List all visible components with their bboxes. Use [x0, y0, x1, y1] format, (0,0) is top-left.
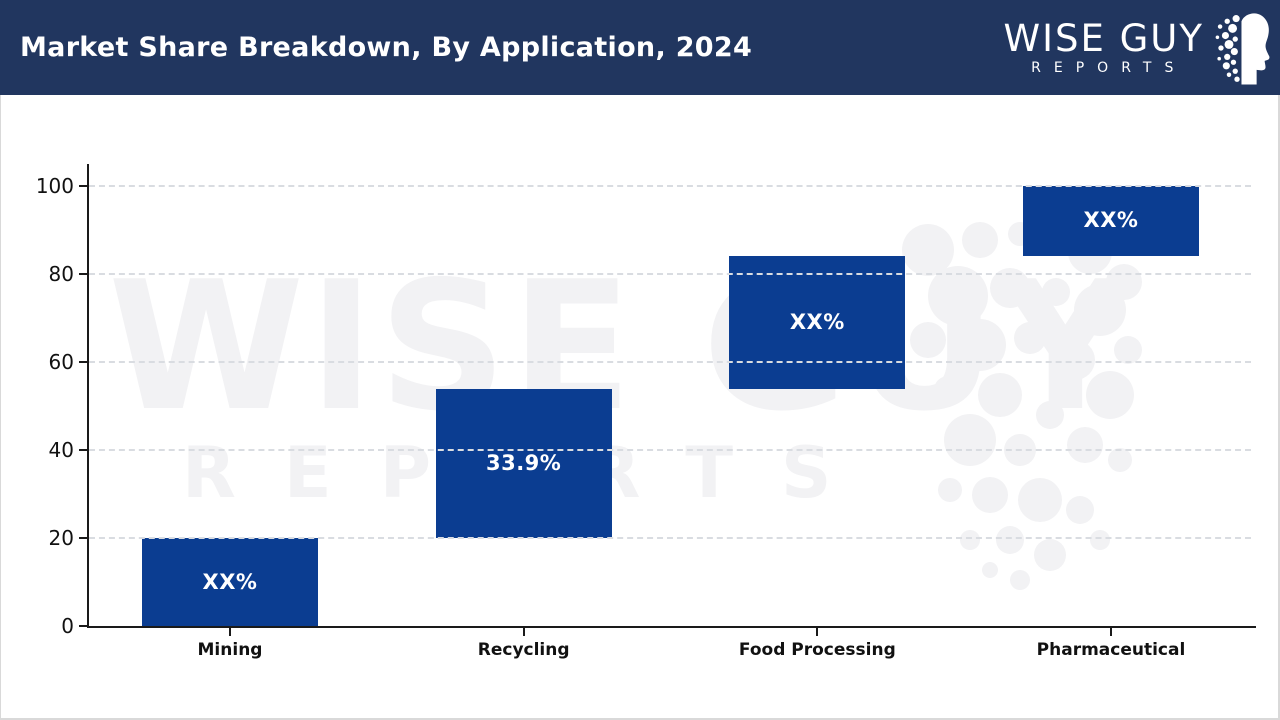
- y-axis-line: [87, 164, 89, 628]
- x-tick: [816, 628, 819, 636]
- y-axis-tick-label: 0: [61, 614, 74, 638]
- y-axis-tick-label: 100: [35, 174, 74, 198]
- y-tick: [79, 273, 88, 275]
- x-axis-label: Food Processing: [738, 640, 896, 660]
- y-axis-tick-label: 40: [48, 438, 74, 462]
- brand-logo: WISE GUY REPORTS: [1004, 0, 1270, 95]
- bar: [435, 388, 612, 538]
- y-tick: [79, 361, 88, 363]
- y-axis-tick-label: 60: [48, 350, 74, 374]
- bar-value-label: 33.9%: [485, 450, 562, 475]
- page-title: Market Share Breakdown, By Application, …: [20, 32, 753, 63]
- bar: [729, 255, 906, 389]
- bar-value-label: XX%: [202, 570, 258, 594]
- y-axis-tick-label: 80: [48, 262, 74, 286]
- gridline: [89, 537, 1251, 539]
- y-axis-tick-label: 20: [48, 526, 74, 550]
- x-tick: [522, 628, 525, 636]
- logo-subtext: REPORTS: [1031, 60, 1187, 76]
- y-tick: [79, 185, 88, 187]
- page-border-bottom: [0, 718, 1280, 720]
- y-tick: [79, 537, 88, 539]
- logo-wordmark: WISE GUY: [1003, 17, 1204, 60]
- logo-text: WISE GUY REPORTS: [1004, 20, 1204, 75]
- page-border-left: [0, 95, 1, 720]
- gridline: [89, 449, 1251, 451]
- x-axis-label: Pharmaceutical: [1036, 640, 1186, 660]
- bar: [142, 538, 318, 626]
- page-border-right: [1278, 95, 1280, 720]
- gridline: [89, 185, 1251, 187]
- bar-value-label: XX%: [1083, 208, 1139, 232]
- x-tick: [1109, 628, 1112, 636]
- y-tick: [79, 625, 88, 627]
- x-tick: [229, 628, 231, 636]
- bar: [1022, 186, 1199, 256]
- logo-head-icon: [1215, 12, 1270, 85]
- x-axis-label: Mining: [197, 640, 263, 660]
- x-axis-label: Recycling: [477, 640, 570, 660]
- bar-value-label: XX%: [789, 309, 845, 334]
- header: Market Share Breakdown, By Application, …: [0, 0, 1280, 95]
- x-axis-line: [87, 626, 1256, 628]
- y-tick: [79, 449, 88, 451]
- gridline: [89, 361, 1251, 363]
- gridline: [89, 273, 1251, 275]
